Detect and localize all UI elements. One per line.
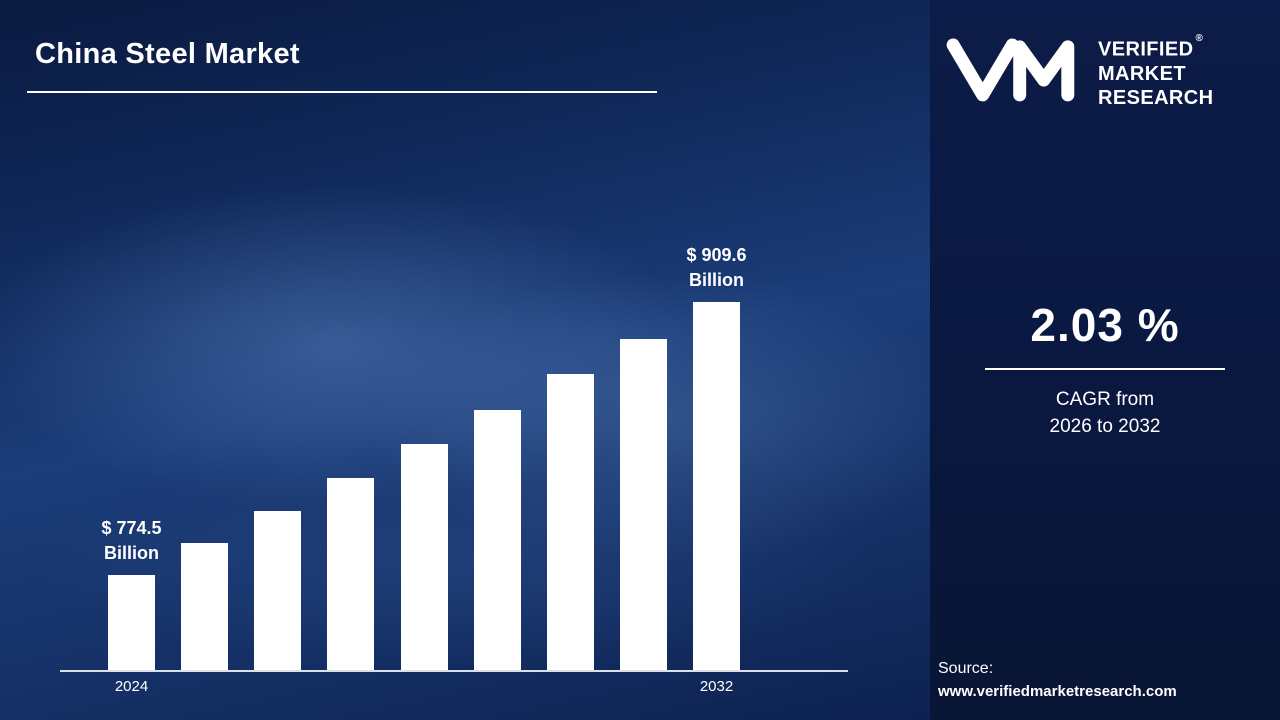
bar-group: $ 909.6 Billion — [686, 243, 747, 670]
brand-name: VERIFIED® MARKET RESEARCH — [1098, 33, 1214, 110]
bar-value-label: $ 774.5 Billion — [101, 517, 162, 563]
bar-group: $ 774.5 Billion — [101, 516, 162, 670]
brand-line-2: MARKET — [1098, 62, 1186, 85]
source-label: Source: — [938, 660, 994, 677]
x-tick — [327, 678, 374, 696]
bar-group — [181, 543, 229, 670]
source-block: Source: www.verifiedmarketresearch.com — [938, 660, 1177, 700]
bar-group — [400, 444, 448, 670]
bar — [473, 409, 521, 670]
bar-group — [619, 338, 667, 670]
x-tick — [401, 678, 448, 696]
brand: VERIFIED® MARKET RESEARCH — [942, 30, 1270, 110]
x-tick: 2032 — [699, 678, 734, 695]
cagr-divider — [985, 368, 1225, 370]
x-axis-line — [60, 670, 848, 672]
bar — [254, 510, 302, 670]
source-url: www.verifiedmarketresearch.com — [938, 683, 1177, 700]
vmr-logo-icon — [946, 38, 1075, 102]
bar-group — [546, 374, 594, 670]
bar — [619, 338, 667, 670]
bar-value-label: $ 909.6 Billion — [686, 244, 747, 290]
x-tick — [254, 678, 301, 696]
x-tick — [620, 678, 667, 696]
cagr-value: 2.03 % — [1030, 299, 1180, 351]
cagr-caption-line1: CAGR from — [1055, 389, 1155, 410]
brand-line-3: RESEARCH — [1098, 86, 1214, 109]
registered-mark: ® — [1195, 33, 1204, 44]
bar — [108, 575, 155, 670]
bar — [327, 477, 375, 670]
bar-group — [254, 510, 302, 670]
title-underline — [27, 91, 657, 93]
bars-row: $ 774.5 Billion $ 909.6 Billion — [60, 243, 848, 670]
page-title: China Steel Market — [35, 38, 300, 70]
bar — [693, 302, 740, 670]
bar — [546, 374, 594, 670]
bar-chart: $ 774.5 Billion $ 909.6 Billion 2024 2032 — [60, 243, 848, 696]
info-panel: VERIFIED® MARKET RESEARCH 2.03 % CAGR fr… — [930, 0, 1280, 720]
bar-group — [327, 477, 375, 670]
cagr-caption-line2: 2026 to 2032 — [1049, 415, 1161, 437]
chart-section: China Steel Market $ 774.5 Billion $ 909.6… — [0, 0, 930, 720]
x-tick — [181, 678, 228, 696]
x-tick — [547, 678, 594, 696]
bar-group — [473, 409, 521, 670]
x-axis-ticks: 2024 2032 — [60, 678, 848, 696]
x-tick — [474, 678, 521, 696]
brand-line-1: VERIFIED® — [1098, 33, 1204, 61]
bar — [181, 543, 229, 670]
cagr-block: 2.03 % CAGR from 2026 to 2032 — [930, 298, 1280, 440]
bar — [400, 444, 448, 670]
x-tick: 2024 — [114, 678, 149, 695]
